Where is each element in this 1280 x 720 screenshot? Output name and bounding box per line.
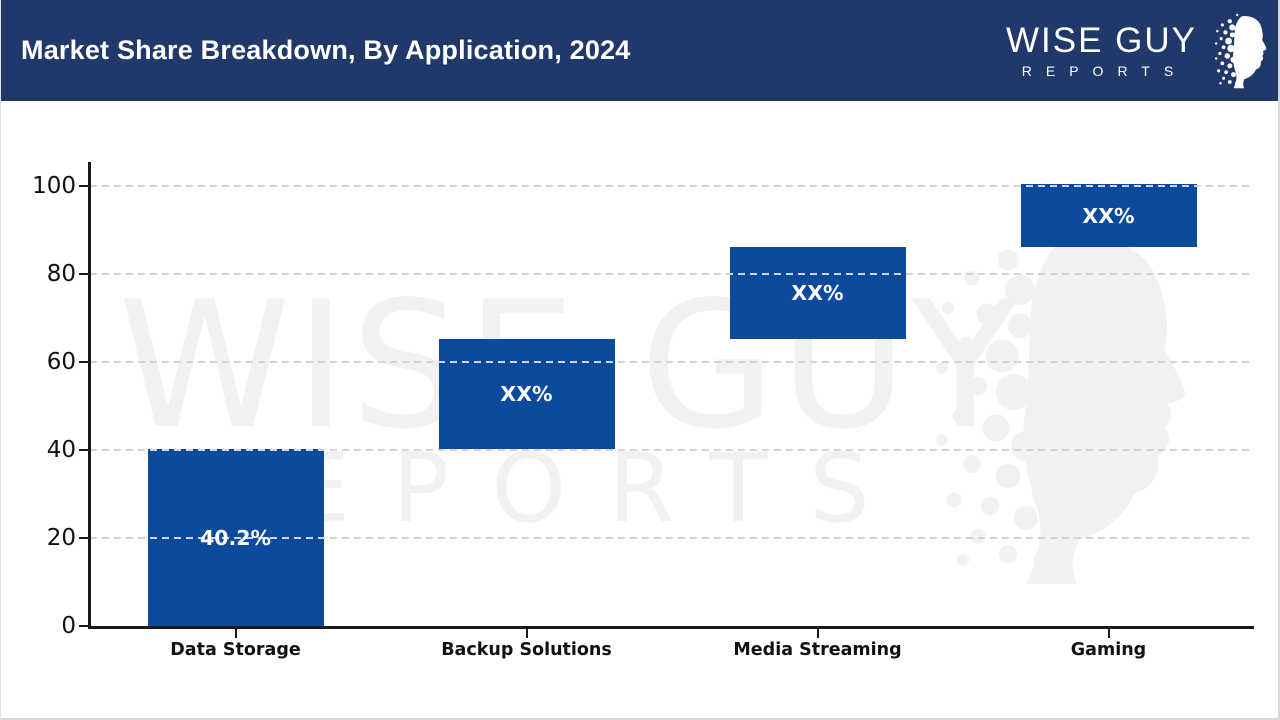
x-tick-mark bbox=[1107, 629, 1110, 638]
bar-segment bbox=[438, 339, 615, 450]
plot-area: WISE GUY REPORTS 0 20 40 60 80 100 40.2% Data S… bbox=[32, 162, 1254, 660]
bar-value-label: XX% bbox=[500, 382, 553, 407]
x-tick-mark bbox=[234, 629, 237, 638]
y-tick-mark bbox=[79, 185, 90, 188]
y-tick-mark bbox=[79, 625, 90, 627]
y-tick-label: 100 bbox=[32, 173, 76, 200]
y-axis-spine bbox=[88, 162, 91, 628]
logo-subtitle: REPORTS bbox=[1021, 63, 1188, 79]
y-tick-mark bbox=[79, 273, 90, 276]
gridline bbox=[90, 449, 1254, 452]
x-tick-mark bbox=[816, 629, 819, 638]
gridline bbox=[90, 361, 1254, 364]
wiseguy-logo: WISE GUY REPORTS bbox=[1006, 13, 1267, 89]
logo-text: WISE GUY REPORTS bbox=[1006, 23, 1197, 78]
gridline bbox=[90, 273, 1254, 276]
y-tick-mark bbox=[79, 537, 90, 539]
bar-value-label: 40.2% bbox=[199, 525, 272, 550]
x-tick-mark bbox=[525, 629, 528, 638]
gridline bbox=[90, 185, 1254, 188]
header-bar: Market Share Breakdown, By Application, … bbox=[1, 0, 1278, 101]
y-tick-label: 20 bbox=[46, 525, 76, 551]
y-tick-mark bbox=[79, 361, 90, 364]
logo-face-icon bbox=[1214, 13, 1267, 88]
page-title: Market Share Breakdown, By Application, … bbox=[21, 35, 631, 65]
y-tick-label: 0 bbox=[61, 613, 76, 639]
x-axis-label: Media Streaming bbox=[733, 640, 902, 660]
y-tick-label: 80 bbox=[46, 261, 76, 288]
x-axis-label: Backup Solutions bbox=[441, 640, 612, 660]
y-tick-label: 40 bbox=[46, 437, 76, 464]
logo-wordmark: WISE GUY bbox=[1005, 21, 1197, 60]
bar-segment bbox=[729, 247, 906, 340]
y-tick-label: 60 bbox=[46, 349, 76, 376]
x-axis-label: Gaming bbox=[1070, 640, 1147, 660]
watermark-face-icon bbox=[936, 224, 1185, 584]
x-axis-label: Data Storage bbox=[170, 640, 301, 660]
y-tick-mark bbox=[79, 449, 90, 452]
bar-segment bbox=[1020, 184, 1197, 248]
bar-value-label: XX% bbox=[1082, 203, 1135, 228]
x-axis-spine bbox=[88, 626, 1254, 629]
gridline bbox=[90, 537, 1254, 539]
bar-value-label: XX% bbox=[791, 281, 844, 306]
